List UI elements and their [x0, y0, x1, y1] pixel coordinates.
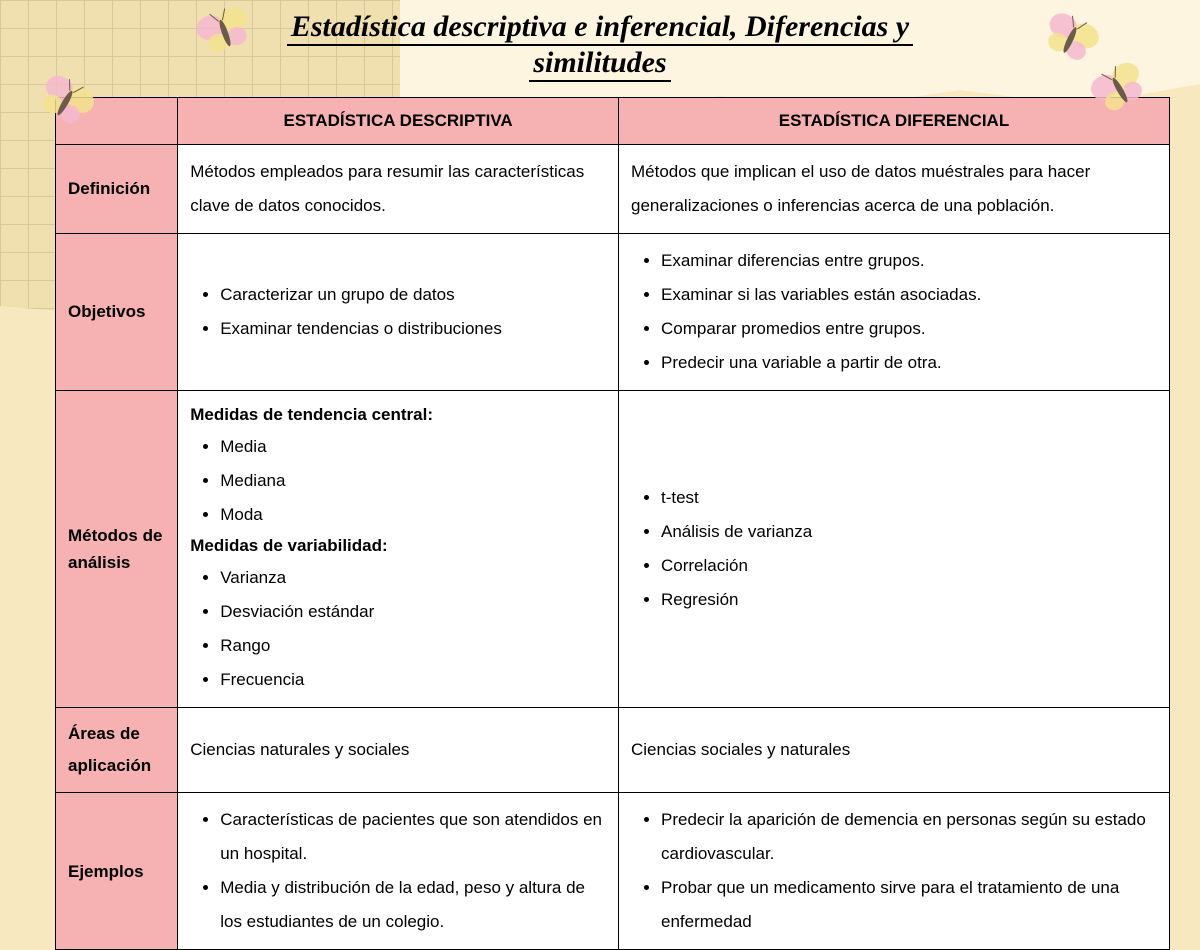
table-row: Ejemplos Características de pacientes qu… — [56, 793, 1170, 950]
list-item: Correlación — [661, 549, 1157, 583]
cell-metodos-desc: Medidas de tendencia central: Media Medi… — [178, 391, 619, 708]
col-header-diferencial: ESTADÍSTICA DIFERENCIAL — [619, 98, 1170, 145]
row-label-definicion: Definición — [56, 145, 178, 234]
list-item: Media — [220, 430, 606, 464]
table-row: Definición Métodos empleados para resumi… — [56, 145, 1170, 234]
list-item: Examinar tendencias o distribuciones — [220, 312, 606, 346]
list-item: Características de pacientes que son ate… — [220, 803, 606, 871]
list-item: Media y distribución de la edad, peso y … — [220, 871, 606, 939]
cell-ejemplos-diff: Predecir la aparición de demencia en per… — [619, 793, 1170, 950]
row-label-metodos: Métodos de análisis — [56, 391, 178, 708]
list-item: Examinar diferencias entre grupos. — [661, 244, 1157, 278]
list-item: Varianza — [220, 561, 606, 595]
list-item: Probar que un medicamento sirve para el … — [661, 871, 1157, 939]
page-title: Estadística descriptiva e inferencial, D… — [0, 0, 1200, 82]
cell-objetivos-diff: Examinar diferencias entre grupos. Exami… — [619, 234, 1170, 391]
title-line-2: similitudes — [529, 46, 670, 82]
cell-areas-diff: Ciencias sociales y naturales — [619, 707, 1170, 793]
list-item: Predecir la aparición de demencia en per… — [661, 803, 1157, 871]
sub-heading: Medidas de tendencia central: — [190, 401, 606, 430]
list-item: Moda — [220, 498, 606, 532]
row-label-ejemplos: Ejemplos — [56, 793, 178, 950]
cell-objetivos-desc: Caracterizar un grupo de datos Examinar … — [178, 234, 619, 391]
table-row: Áreas de aplicación Ciencias naturales y… — [56, 707, 1170, 793]
list-item: Caracterizar un grupo de datos — [220, 278, 606, 312]
row-label-areas: Áreas de aplicación — [56, 707, 178, 793]
cell-areas-desc: Ciencias naturales y sociales — [178, 707, 619, 793]
table-row: Objetivos Caracterizar un grupo de datos… — [56, 234, 1170, 391]
list-item: Examinar si las variables están asociada… — [661, 278, 1157, 312]
table-header-row: ESTADÍSTICA DESCRIPTIVA ESTADÍSTICA DIFE… — [56, 98, 1170, 145]
row-label-objetivos: Objetivos — [56, 234, 178, 391]
list-item: Desviación estándar — [220, 595, 606, 629]
table-row: Métodos de análisis Medidas de tendencia… — [56, 391, 1170, 708]
col-header-descriptiva: ESTADÍSTICA DESCRIPTIVA — [178, 98, 619, 145]
cell-definicion-diff: Métodos que implican el uso de datos mué… — [619, 145, 1170, 234]
list-item: Regresión — [661, 583, 1157, 617]
list-item: Rango — [220, 629, 606, 663]
list-item: Mediana — [220, 464, 606, 498]
cell-definicion-desc: Métodos empleados para resumir las carac… — [178, 145, 619, 234]
list-item: Frecuencia — [220, 663, 606, 697]
cell-ejemplos-desc: Características de pacientes que son ate… — [178, 793, 619, 950]
sub-heading: Medidas de variabilidad: — [190, 532, 606, 561]
comparison-table: ESTADÍSTICA DESCRIPTIVA ESTADÍSTICA DIFE… — [55, 97, 1170, 950]
list-item: t-test — [661, 481, 1157, 515]
title-line-1: Estadística descriptiva e inferencial, D… — [287, 10, 913, 46]
list-item: Predecir una variable a partir de otra. — [661, 346, 1157, 380]
cell-metodos-diff: t-test Análisis de varianza Correlación … — [619, 391, 1170, 708]
list-item: Análisis de varianza — [661, 515, 1157, 549]
list-item: Comparar promedios entre grupos. — [661, 312, 1157, 346]
